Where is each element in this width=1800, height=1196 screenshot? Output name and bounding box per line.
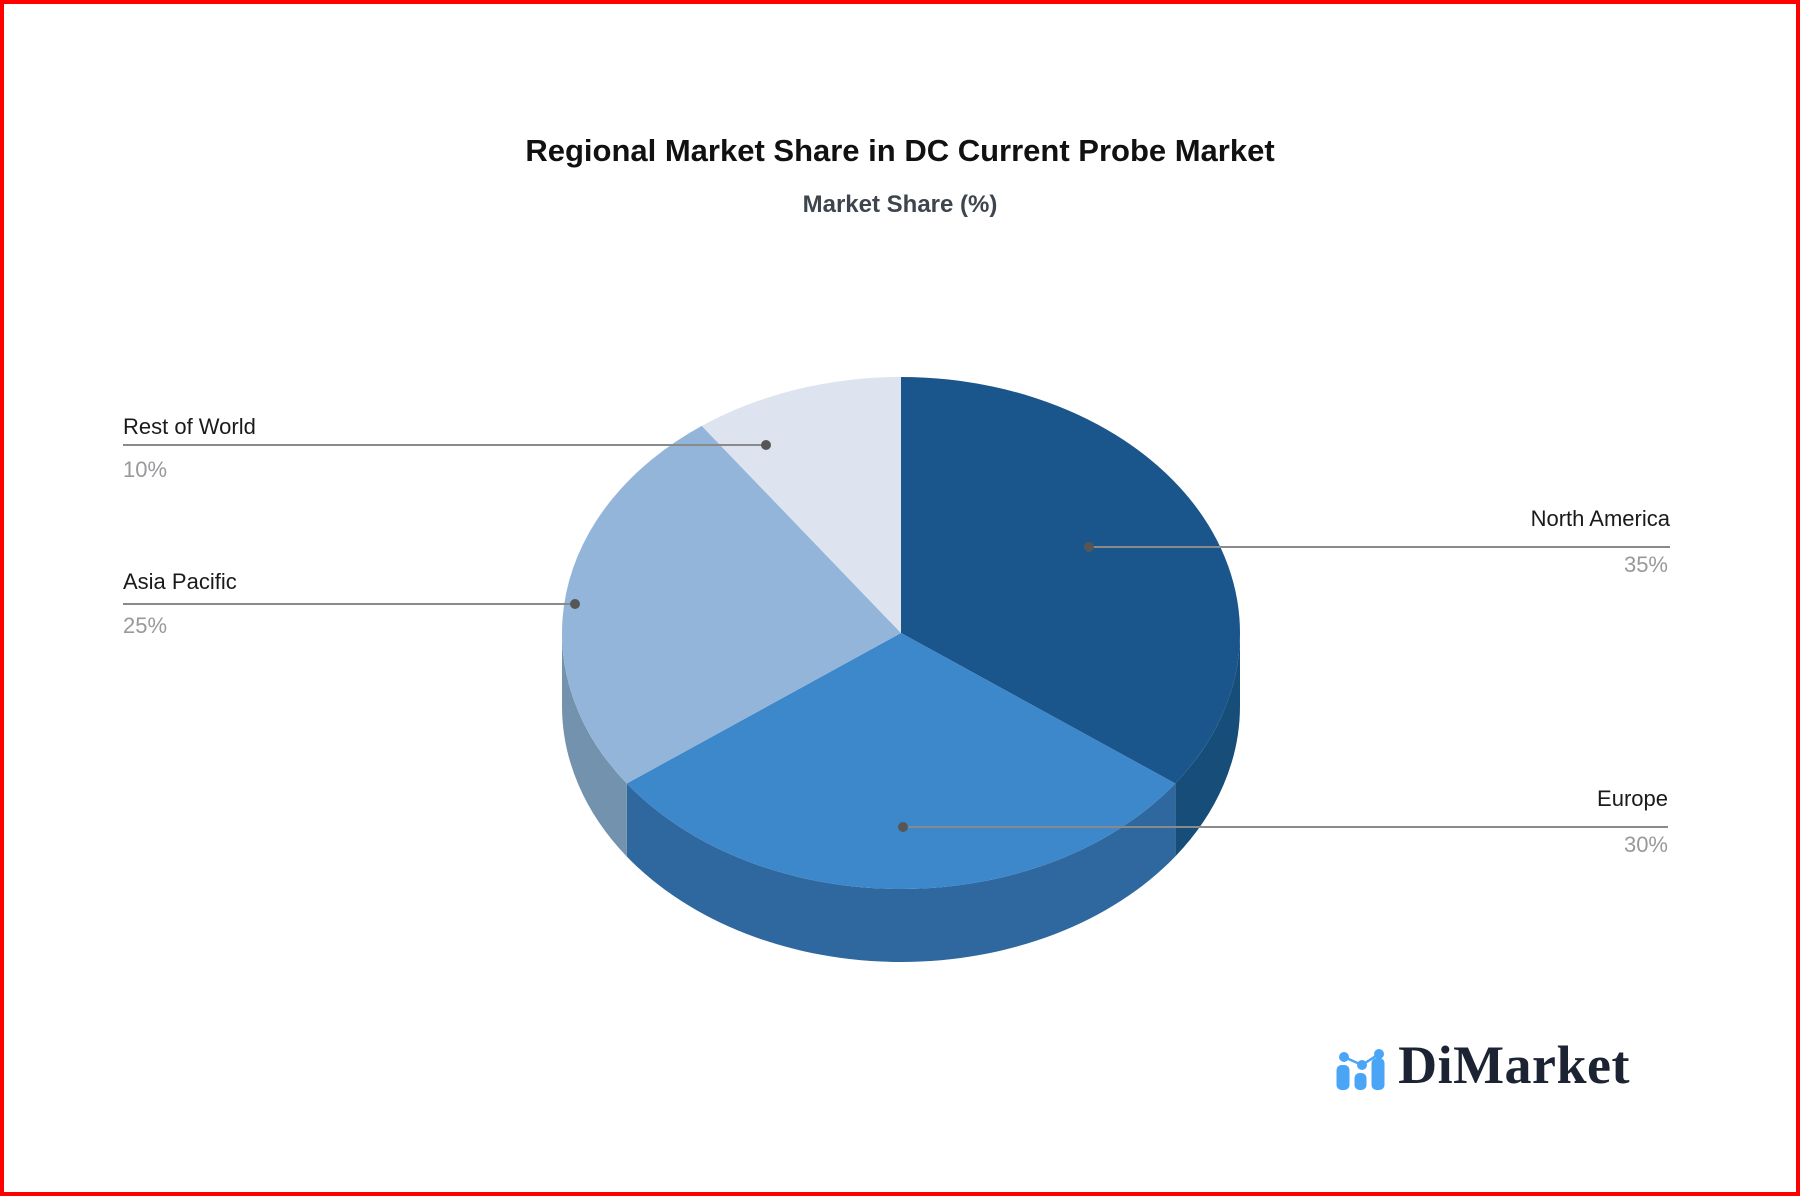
- leader-dot-asia-pacific: [570, 599, 580, 609]
- label-europe: Europe: [1597, 786, 1668, 811]
- pie-side-europe: [626, 783, 1176, 963]
- bar-chart-icon: [1336, 1049, 1385, 1090]
- leader-dot-europe: [898, 822, 908, 832]
- dimarket-logo-text: DiMarket: [1398, 1035, 1630, 1095]
- pie-slice-asia-pacific: [561, 425, 901, 784]
- label-asia-pacific: Asia Pacific: [123, 569, 237, 594]
- pie-slice-rest-of-world: [701, 377, 901, 633]
- label-rest-of-world: Rest of World: [123, 414, 256, 439]
- pie-slice-europe: [626, 633, 1176, 890]
- leader-dot-north-america: [1084, 542, 1094, 552]
- value-north-america: 35%: [1623, 552, 1668, 577]
- value-asia-pacific: 25%: [123, 613, 168, 638]
- chart-title: Regional Market Share in DC Current Prob…: [525, 133, 1275, 168]
- value-europe: 30%: [1623, 832, 1668, 857]
- label-north-america: North America: [1530, 506, 1670, 531]
- pie-slice-north-america: [901, 377, 1241, 784]
- chart-subtitle: Market Share (%): [802, 191, 998, 218]
- pie-side-north-america: [1175, 633, 1240, 857]
- leader-dot-rest-of-world: [761, 440, 771, 450]
- pie-side-asia-pacific: [562, 633, 627, 857]
- dimarket-logo: DiMarket: [1336, 1035, 1630, 1095]
- value-rest-of-world: 10%: [123, 457, 168, 482]
